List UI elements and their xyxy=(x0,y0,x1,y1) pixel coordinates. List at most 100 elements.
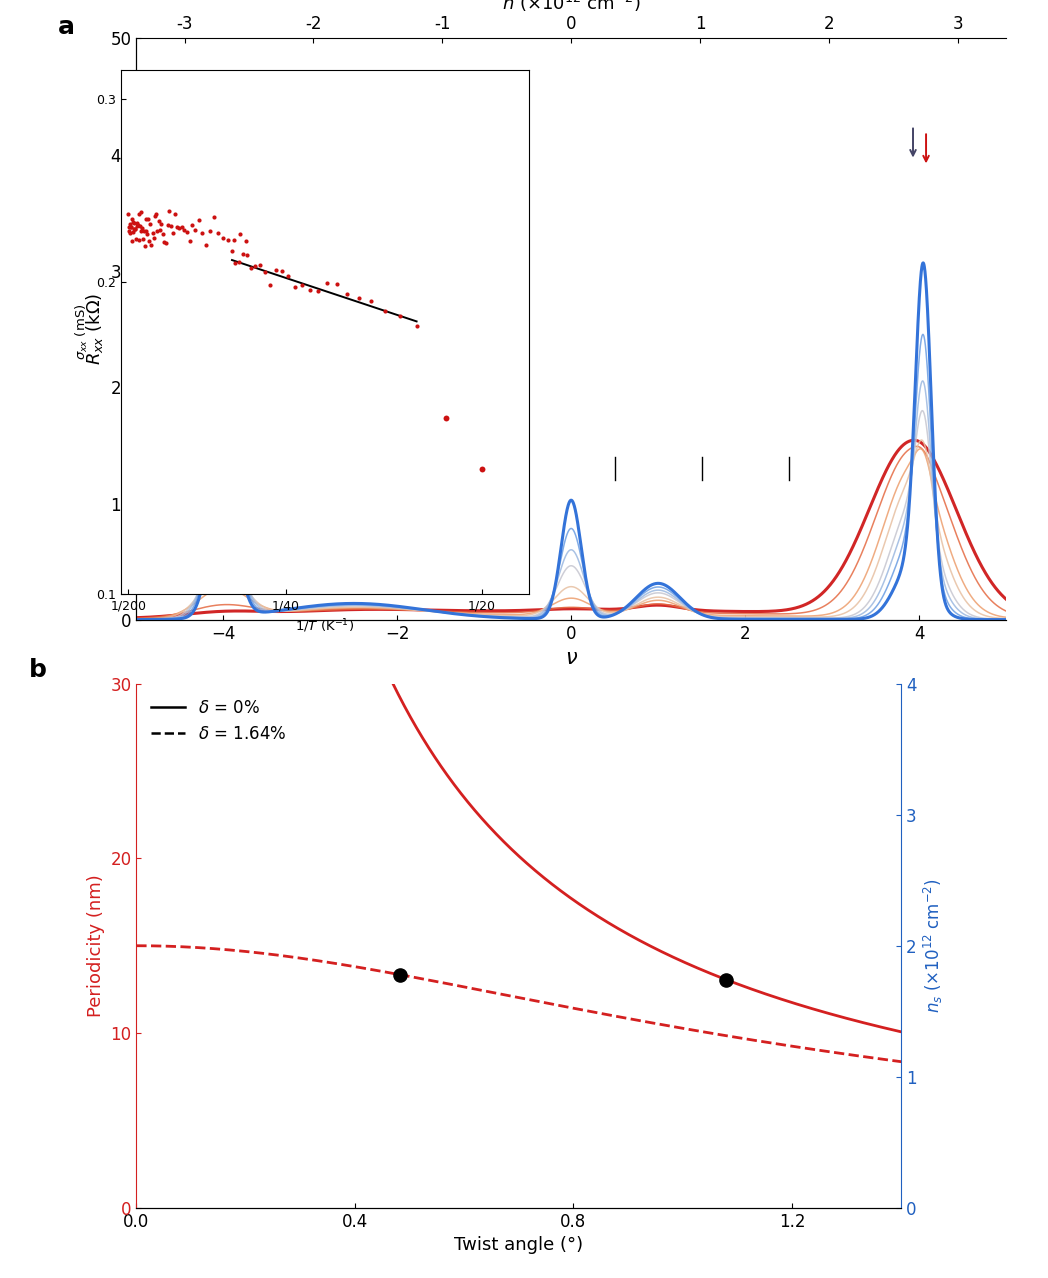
Point xyxy=(132,220,149,240)
Point xyxy=(138,221,155,242)
Point xyxy=(152,220,169,240)
Point xyxy=(123,217,139,238)
X-axis label: 1/$T$ (K$^{-1}$): 1/$T$ (K$^{-1}$) xyxy=(296,617,354,635)
Point xyxy=(173,217,190,238)
Point xyxy=(123,217,139,238)
Point xyxy=(232,224,248,244)
Point xyxy=(718,970,735,990)
Point xyxy=(210,224,226,244)
Point xyxy=(309,280,326,300)
Y-axis label: $\sigma_{xx}$ (mS): $\sigma_{xx}$ (mS) xyxy=(74,304,90,360)
Point xyxy=(293,275,310,295)
Point xyxy=(134,229,151,249)
Point xyxy=(143,234,159,254)
Point xyxy=(252,254,268,275)
Point xyxy=(154,224,171,244)
Point xyxy=(128,212,145,233)
Point xyxy=(153,213,170,234)
Point xyxy=(376,300,393,321)
Point xyxy=(392,307,409,327)
Point xyxy=(363,291,379,312)
Text: a: a xyxy=(58,15,75,40)
Point xyxy=(302,280,319,300)
X-axis label: $\nu$: $\nu$ xyxy=(565,648,577,668)
Point xyxy=(165,222,181,243)
Point xyxy=(124,208,140,229)
Point xyxy=(124,231,140,252)
Point xyxy=(157,233,174,253)
Point xyxy=(121,221,137,242)
Point xyxy=(169,217,185,238)
Point xyxy=(150,211,167,231)
Point xyxy=(121,203,136,224)
X-axis label: $n$ ($\times$10$^{12}$ cm$^{-2}$): $n$ ($\times$10$^{12}$ cm$^{-2}$) xyxy=(502,0,640,14)
Y-axis label: $n_s$ ($\times$10$^{12}$ cm$^{-2}$): $n_s$ ($\times$10$^{12}$ cm$^{-2}$) xyxy=(922,878,945,1013)
Point xyxy=(171,217,188,238)
Point xyxy=(127,219,144,239)
Point xyxy=(328,273,345,294)
Point xyxy=(262,275,279,295)
Point xyxy=(145,222,161,243)
Point xyxy=(350,288,367,308)
Text: b: b xyxy=(29,657,47,681)
Point xyxy=(137,210,154,230)
Point xyxy=(257,262,274,282)
Point xyxy=(391,965,408,985)
Point xyxy=(181,231,198,252)
Point xyxy=(136,236,153,257)
Point xyxy=(148,204,165,225)
Point xyxy=(156,233,173,253)
Point xyxy=(194,222,211,243)
Point xyxy=(130,215,147,235)
Point xyxy=(125,212,141,233)
Point xyxy=(132,216,149,236)
Point xyxy=(146,227,162,248)
Point xyxy=(197,235,214,256)
Point xyxy=(139,224,156,244)
Point xyxy=(122,224,138,244)
Point xyxy=(267,259,284,280)
X-axis label: Twist angle (°): Twist angle (°) xyxy=(454,1236,584,1254)
Point xyxy=(280,266,297,286)
Point xyxy=(147,206,163,226)
Point xyxy=(135,221,152,242)
Point xyxy=(438,408,455,428)
Point xyxy=(131,204,148,225)
Text: 5 K: 5 K xyxy=(349,507,376,525)
Point xyxy=(140,231,157,252)
Point xyxy=(201,221,218,242)
Point xyxy=(205,207,222,227)
Point xyxy=(134,217,151,238)
Point xyxy=(409,316,425,336)
Point xyxy=(286,277,303,298)
Point xyxy=(122,213,138,234)
Text: 80 K: 80 K xyxy=(349,460,387,478)
Point xyxy=(223,240,240,261)
Point xyxy=(125,222,141,243)
Point xyxy=(274,261,290,281)
Point xyxy=(141,213,158,234)
Point xyxy=(243,258,260,279)
Point xyxy=(339,284,355,304)
Point xyxy=(149,221,166,242)
Point xyxy=(239,245,256,266)
Y-axis label: $R_{xx}$ (k$\Omega$): $R_{xx}$ (k$\Omega$) xyxy=(84,293,105,366)
Point xyxy=(167,203,183,224)
Legend: $\delta$ = 0%, $\delta$ = 1.64%: $\delta$ = 0%, $\delta$ = 1.64% xyxy=(145,693,293,750)
Point xyxy=(238,231,255,252)
Point xyxy=(227,253,244,273)
Point xyxy=(126,219,143,239)
Point xyxy=(225,229,242,249)
Point xyxy=(235,244,252,265)
Point xyxy=(126,213,143,234)
Point xyxy=(247,256,264,276)
Point xyxy=(127,219,144,239)
Point xyxy=(129,216,146,236)
Point xyxy=(159,215,176,235)
Point xyxy=(184,215,201,235)
Point xyxy=(220,230,237,250)
Point xyxy=(319,272,335,293)
Point xyxy=(140,210,157,230)
Point xyxy=(133,202,150,222)
Point xyxy=(474,459,490,479)
